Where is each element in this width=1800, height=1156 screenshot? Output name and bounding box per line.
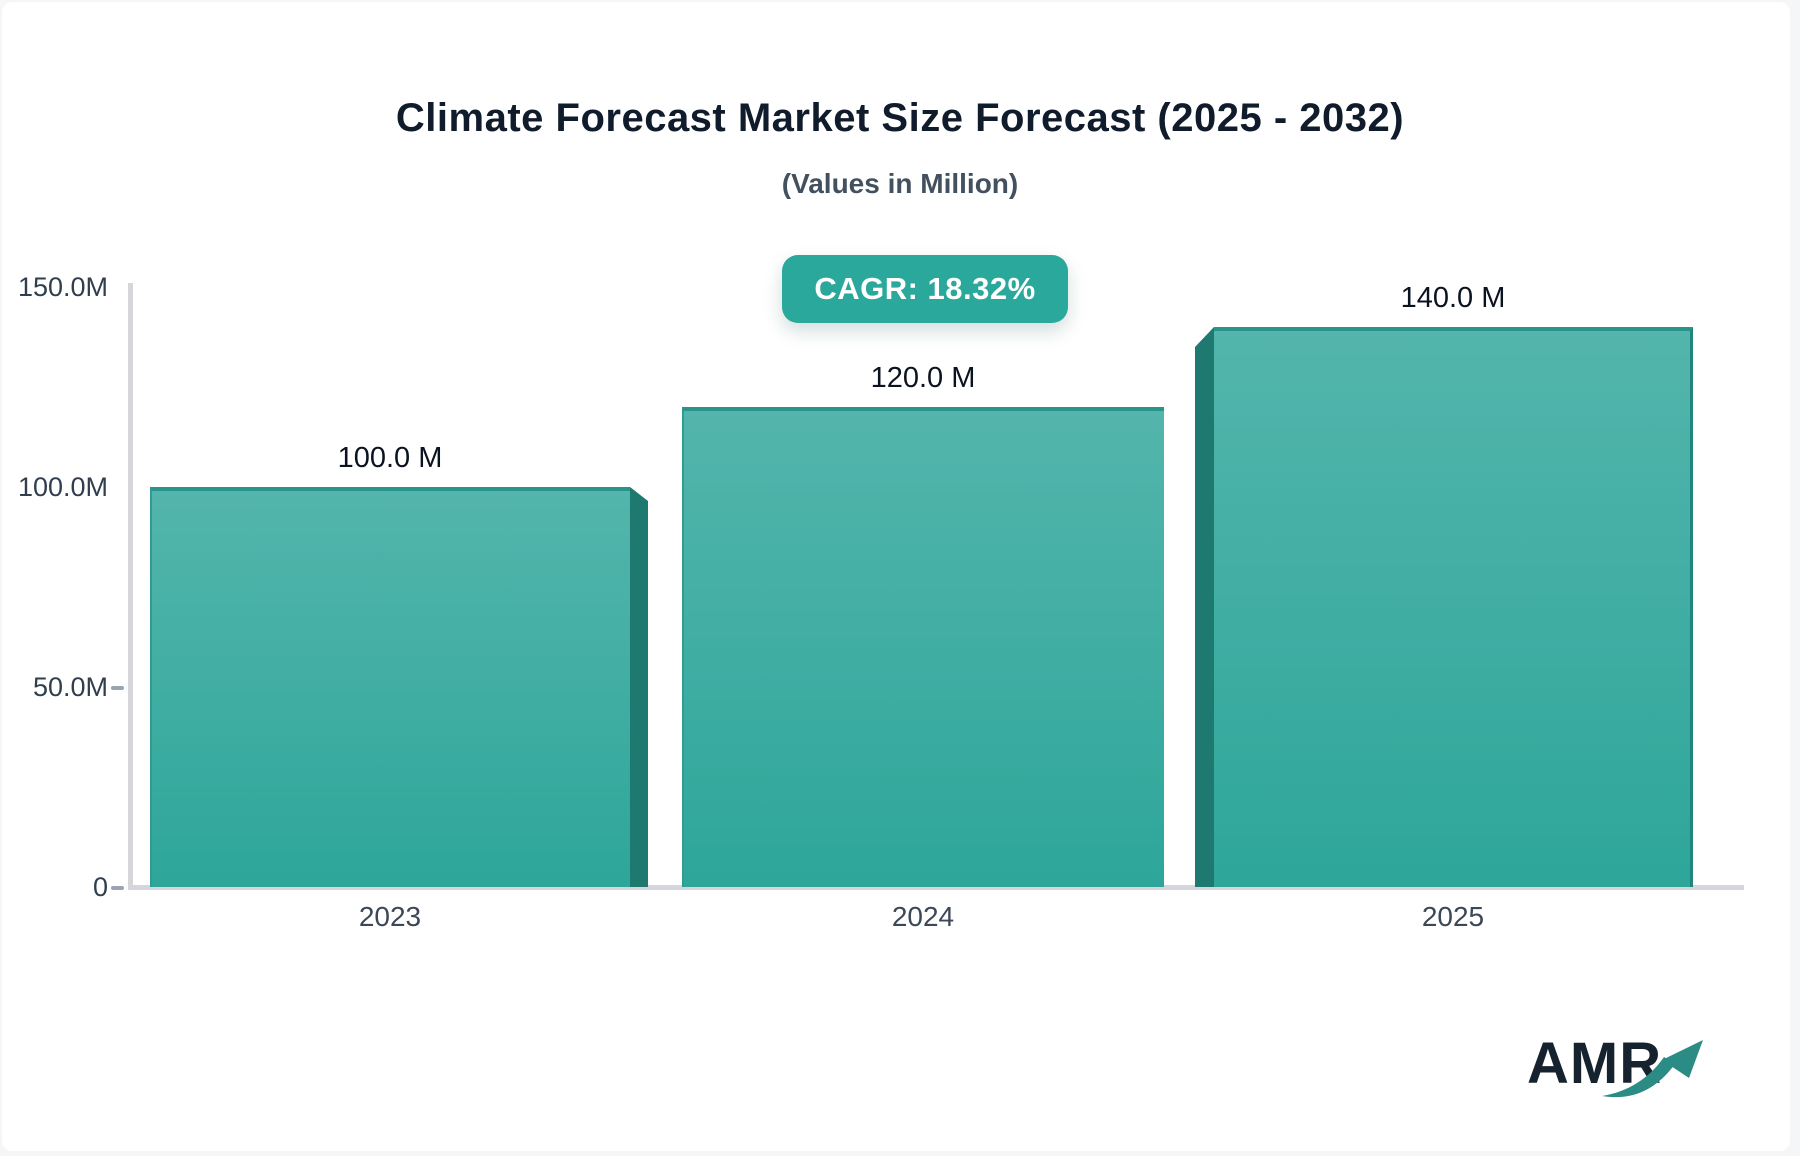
- bar-value-label-2025: 140.0 M: [1400, 282, 1506, 314]
- y-tick-label-0: 0: [92, 872, 108, 902]
- cagr-badge-label: CAGR: 18.32%: [814, 271, 1036, 306]
- bar-2024: [682, 407, 1164, 887]
- growth-arrow-icon: [1602, 1040, 1703, 1098]
- y-tick-label-150: 150.0M: [17, 272, 108, 302]
- bar-value-label-2024: 120.0 M: [870, 362, 976, 394]
- x-axis-label-2023: 2023: [358, 901, 422, 932]
- y-tick-mark-50: [111, 686, 124, 690]
- y-tick-mark-0: [111, 886, 124, 890]
- y-tick-label-50: 50.0M: [32, 672, 108, 702]
- bar-2025-side-shadow: [1195, 327, 1214, 887]
- x-axis-label-2024: 2024: [891, 901, 955, 932]
- bar-value-label-2023: 100.0 M: [337, 442, 443, 474]
- bar-2023-side-shadow: [630, 487, 648, 887]
- bar-2025: [1214, 327, 1693, 887]
- x-axis-line: [128, 885, 1744, 890]
- chart-title: Climate Forecast Market Size Forecast (2…: [395, 96, 1405, 140]
- y-tick-label-100: 100.0M: [17, 472, 108, 502]
- x-axis-label-2025: 2025: [1421, 901, 1485, 932]
- chart-subtitle: (Values in Million): [781, 168, 1019, 199]
- bar-2023: [150, 487, 630, 887]
- cagr-badge: CAGR: 18.32%: [782, 255, 1068, 323]
- y-axis-line: [128, 283, 133, 890]
